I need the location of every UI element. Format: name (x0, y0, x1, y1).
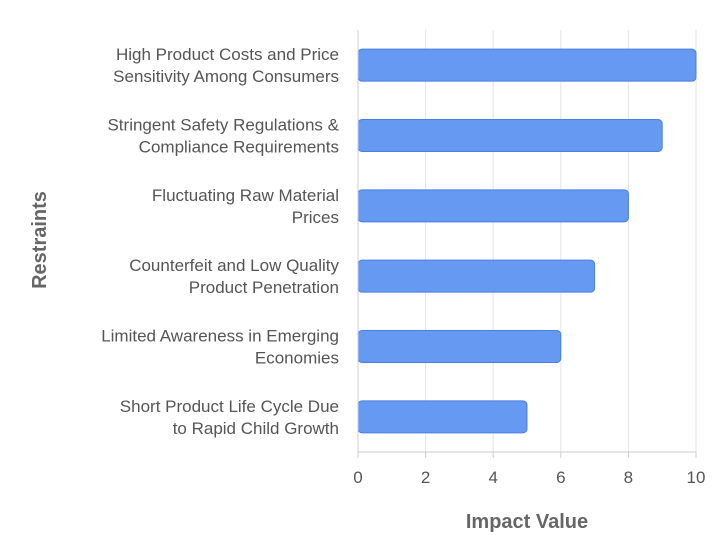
bar (357, 48, 697, 82)
category-label: High Product Costs and Price Sensitivity … (113, 45, 339, 86)
category-label: Short Product Life Cycle Due to Rapid Chi… (120, 397, 339, 438)
bar (357, 400, 528, 434)
category-label: Counterfeit and Low Quality Product Penet… (129, 256, 339, 297)
x-tick-label: 0 (353, 468, 362, 487)
x-tick-label: 10 (687, 468, 706, 487)
bar (357, 119, 663, 152)
category-label: Fluctuating Raw Material Prices (152, 186, 339, 227)
x-axis-title: Impact Value (466, 511, 588, 533)
x-tick-label: 2 (421, 468, 430, 487)
category-labels: High Product Costs and Price Sensitivity … (101, 45, 339, 438)
bars (357, 48, 697, 434)
x-tick-label: 8 (624, 468, 633, 487)
x-tick-label: 4 (488, 468, 497, 487)
category-label: Limited Awareness in Emerging Economies (101, 327, 339, 368)
axes (357, 30, 697, 458)
grid-lines (425, 30, 697, 452)
category-label: Stringent Safety Regulations & Compliance… (107, 116, 339, 157)
bar (357, 330, 562, 363)
x-tick-label: 6 (556, 468, 565, 487)
bar (357, 189, 629, 223)
bar (357, 259, 596, 293)
y-axis-title: Restraints (29, 191, 51, 289)
x-tick-labels: 0 2 4 6 8 10 (353, 468, 705, 487)
